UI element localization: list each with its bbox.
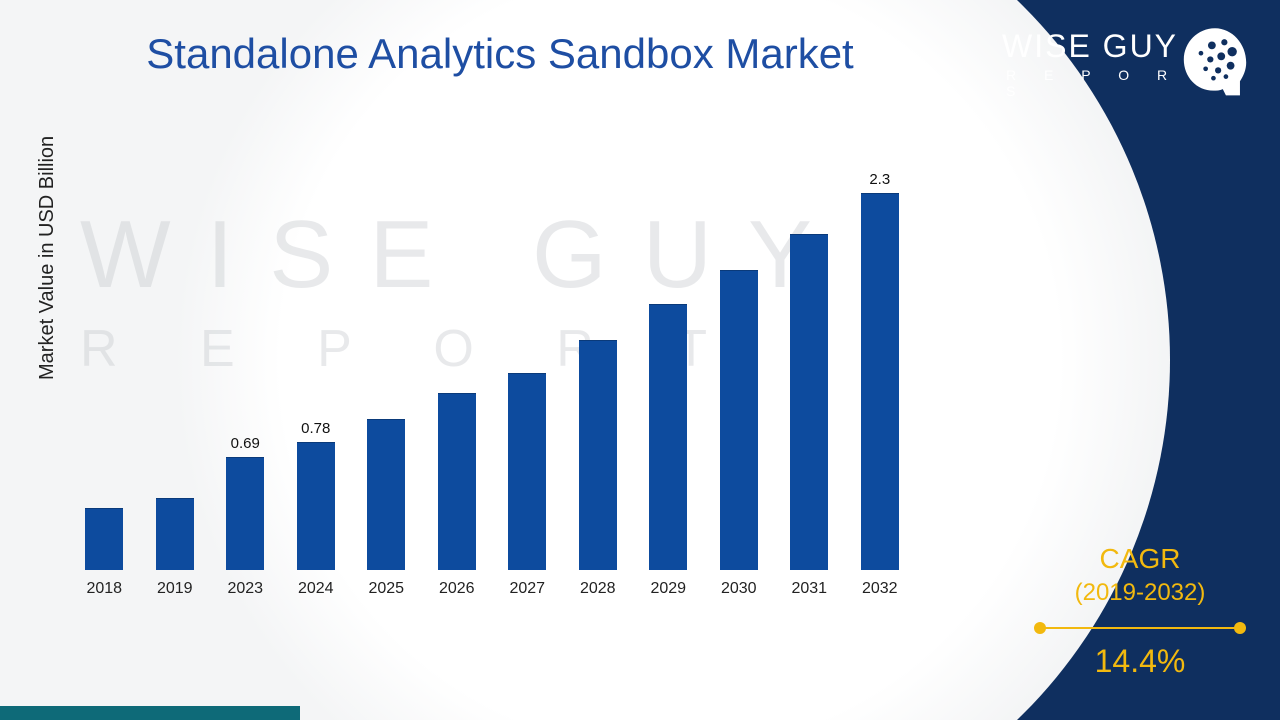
bar-slot: [642, 282, 695, 570]
bar-chart: 0.69 0.78 2.3 2018 2019 2023 2024 2025 2026 2027…: [72, 160, 912, 600]
bars-container: 0.69 0.78 2.3: [72, 160, 912, 570]
bar: [861, 193, 899, 570]
bar-slot: 0.69: [219, 435, 272, 570]
x-tick-label: 2030: [713, 574, 766, 600]
bar-value-label: 0.78: [301, 420, 330, 438]
y-axis-label: Market Value in USD Billion: [36, 136, 59, 380]
bar-value-label: 0.69: [231, 435, 260, 453]
bar-slot: [501, 351, 554, 570]
bar: [790, 234, 828, 570]
bar-slot: [783, 212, 836, 570]
bar: [297, 442, 335, 570]
bar: [156, 498, 194, 570]
x-tick-label: 2028: [572, 574, 625, 600]
bar: [367, 419, 405, 570]
bar: [649, 304, 687, 570]
x-tick-label: 2029: [642, 574, 695, 600]
brand-logo: WISE GUY R E P O R T S: [1002, 28, 1252, 99]
cagr-label: CAGR: [1000, 543, 1280, 575]
x-tick-label: 2023: [219, 574, 272, 600]
bar-slot: 0.78: [290, 420, 343, 570]
x-axis-labels: 2018 2019 2023 2024 2025 2026 2027 2028 2029 2030…: [72, 574, 912, 600]
x-tick-label: 2024: [290, 574, 343, 600]
x-tick-label: 2027: [501, 574, 554, 600]
bar: [579, 340, 617, 570]
bar: [226, 457, 264, 570]
cagr-period: (2019-2032): [1000, 579, 1280, 607]
bar-slot: [572, 318, 625, 570]
bar-slot: [78, 486, 131, 570]
bar: [85, 508, 123, 570]
x-tick-label: 2018: [78, 574, 131, 600]
cagr-block: CAGR (2019-2032) 14.4%: [1000, 543, 1280, 680]
x-tick-label: 2019: [149, 574, 202, 600]
cagr-separator: [1040, 627, 1240, 629]
infographic-canvas: WISE GUY R E P O R T S Standalone Analyt…: [0, 0, 1280, 720]
bar: [438, 393, 476, 570]
bar-slot: [713, 248, 766, 570]
chart-title: Standalone Analytics Sandbox Market: [60, 30, 940, 78]
x-tick-label: 2025: [360, 574, 413, 600]
x-tick-label: 2031: [783, 574, 836, 600]
bar-slot: [431, 371, 484, 570]
cagr-value: 14.4%: [1000, 643, 1280, 680]
x-tick-label: 2032: [854, 574, 907, 600]
bar-slot: [360, 397, 413, 570]
head-dots-icon: [1176, 22, 1254, 100]
bottom-accent-strip: [0, 706, 300, 720]
bar-value-label: 2.3: [869, 171, 890, 189]
bar: [508, 373, 546, 570]
x-tick-label: 2026: [431, 574, 484, 600]
bar: [720, 270, 758, 570]
bar-slot: 2.3: [854, 171, 907, 570]
bar-slot: [149, 476, 202, 570]
